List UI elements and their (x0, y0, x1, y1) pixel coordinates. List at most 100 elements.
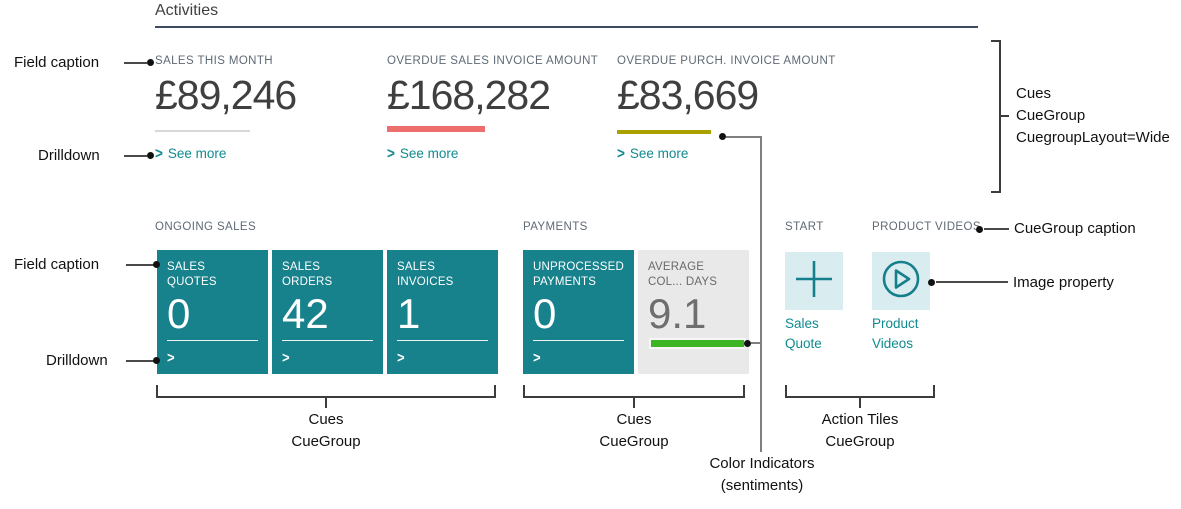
kpi-tile-average-collection-days: AVERAGE COL... DAYS 9.1 (638, 250, 749, 374)
annotation-line (124, 62, 147, 64)
tile-rule (397, 340, 488, 341)
cue-value: £89,246 (155, 72, 297, 118)
bracket-tick (785, 385, 787, 398)
annotation-line (126, 360, 154, 362)
see-more-link[interactable]: > See more (155, 144, 227, 163)
annotation-color-indicators: Color Indicators (sentiments) (709, 453, 814, 497)
bracket-tick (1000, 115, 1009, 117)
wide-cue-sales-this-month: SALES THIS MONTH £89,246 > See more (155, 55, 383, 167)
annotation-dot (928, 279, 935, 286)
annotation-line-1: Action Tiles (821, 411, 899, 428)
annotation-line-1: Color Indicators (709, 455, 815, 472)
see-more-label: See more (167, 146, 227, 161)
bracket-tick (991, 191, 1000, 193)
annotation-line-3: CuegroupLayout=Wide (1016, 129, 1170, 146)
chevron-right-icon: > (617, 144, 625, 163)
annotation-dot (147, 152, 154, 159)
drilldown-chevron-icon: > (397, 349, 405, 366)
tile-rule (167, 340, 258, 341)
bracket-tick (156, 385, 158, 398)
annotation-line-1: Cues (1016, 85, 1052, 102)
cue-indicator (617, 130, 711, 134)
cue-tile-sales-quotes[interactable]: SALES QUOTES 0 > (157, 250, 268, 374)
bracket-tick (991, 40, 1000, 42)
annotation-dot (719, 133, 726, 140)
annotation-line (124, 155, 147, 157)
bracket-tick (494, 385, 496, 398)
bracket-tick (933, 385, 935, 398)
play-icon (880, 258, 922, 305)
annotation-dot (153, 261, 160, 268)
see-more-link[interactable]: > See more (387, 144, 459, 163)
tile-value: 9.1 (648, 290, 707, 337)
header-rule (155, 26, 978, 28)
see-more-label: See more (399, 146, 459, 161)
annotation-line-2: CueGroup (1016, 107, 1086, 124)
cue-caption: SALES THIS MONTH (155, 55, 274, 67)
see-more-label: See more (629, 146, 689, 161)
annotation-cues-group2: Cues CueGroup (599, 409, 668, 453)
sentiment-bar (651, 340, 744, 347)
drilldown-chevron-icon: > (167, 349, 175, 366)
cue-caption: OVERDUE SALES INVOICE AMOUNT (387, 55, 599, 67)
annotation-dot (153, 357, 160, 364)
annotation-drilldown-bottom: Drilldown (46, 352, 108, 369)
tile-value: 0 (533, 290, 557, 337)
annotation-line-1: Cues (616, 411, 652, 428)
tile-value: 0 (167, 290, 191, 337)
bracket-tick (325, 396, 327, 408)
bracket-tick (633, 396, 635, 408)
drilldown-chevron-icon: > (533, 349, 541, 366)
tile-value: 1 (397, 290, 421, 337)
annotation-dot (976, 226, 983, 233)
cuegroup-caption-ongoing-sales: ONGOING SALES (155, 221, 257, 233)
tile-value: 42 (282, 290, 329, 337)
annotation-line (126, 264, 154, 266)
annotation-line (984, 228, 1009, 230)
cue-value: £83,669 (617, 72, 759, 118)
annotation-line-2: (sentiments) (720, 477, 804, 494)
tile-caption: SALES INVOICES (397, 261, 454, 288)
cuegroup-caption-start: START (785, 221, 824, 233)
bracket-tick (743, 385, 745, 398)
bracket-tick (523, 385, 525, 398)
drilldown-chevron-icon: > (282, 349, 290, 366)
annotation-line-1: Cues (308, 411, 344, 428)
annotation-cues-group1: Cues CueGroup (291, 409, 360, 453)
tile-rule (533, 340, 624, 341)
cue-tile-sales-invoices[interactable]: SALES INVOICES 1 > (387, 250, 498, 374)
annotation-cuegroup-caption: CueGroup caption (1014, 220, 1136, 237)
annotation-line (751, 342, 761, 344)
cue-value: £168,282 (387, 72, 551, 118)
chevron-right-icon: > (155, 144, 163, 163)
annotation-line (936, 281, 1008, 283)
action-tile-product-videos[interactable] (872, 252, 930, 310)
tile-caption: UNPROCESSED PAYMENTS (533, 261, 625, 288)
see-more-link[interactable]: > See more (617, 144, 689, 163)
action-tile-sales-quote[interactable] (785, 252, 843, 310)
annotation-wide-cuegroup: Cues CueGroup CuegroupLayout=Wide (1016, 83, 1170, 149)
tile-caption: SALES ORDERS (282, 261, 333, 288)
annotation-dot (147, 59, 154, 66)
action-label-sales-quote[interactable]: Sales Quote (785, 316, 822, 351)
cue-tile-sales-orders[interactable]: SALES ORDERS 42 > (272, 250, 383, 374)
tile-caption: SALES QUOTES (167, 261, 217, 288)
action-label-product-videos[interactable]: Product Videos (872, 316, 919, 351)
annotation-line-vertical (760, 136, 762, 452)
cue-indicator (387, 126, 485, 132)
tile-caption: AVERAGE COL... DAYS (648, 261, 718, 288)
bracket-tick (859, 396, 861, 408)
chevron-right-icon: > (387, 144, 395, 163)
cue-tile-unprocessed-payments[interactable]: UNPROCESSED PAYMENTS 0 > (523, 250, 634, 374)
annotation-line-2: CueGroup (825, 433, 895, 450)
plus-icon (793, 258, 835, 305)
annotation-field-caption-top: Field caption (14, 54, 100, 71)
tile-rule (282, 340, 373, 341)
cuegroup-caption-product-videos: PRODUCT VIDEOS (872, 221, 981, 233)
page-title: Activities (155, 2, 219, 19)
annotation-line-2: CueGroup (599, 433, 669, 450)
cue-indicator (155, 130, 250, 132)
annotation-dot (744, 340, 751, 347)
annotation-image-property: Image property (1013, 274, 1114, 291)
